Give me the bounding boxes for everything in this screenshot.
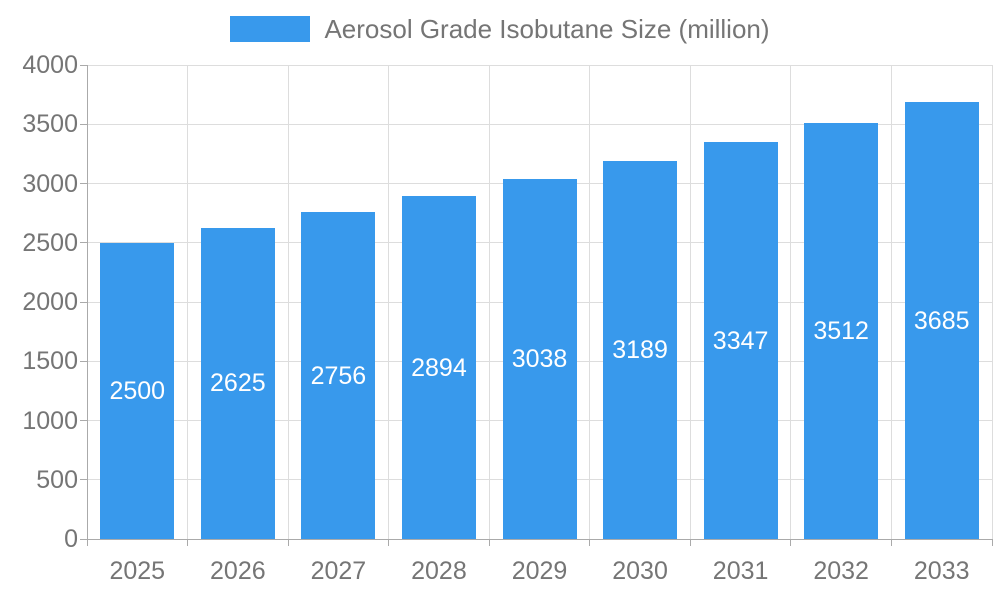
bar-2029[interactable] xyxy=(502,178,577,539)
y-axis-tick-label: 1500 xyxy=(22,347,78,376)
x-axis-label: 2026 xyxy=(210,557,266,585)
y-axis-tick-label: 0 xyxy=(64,525,78,553)
bar-2028[interactable] xyxy=(401,196,476,539)
gridline-vertical xyxy=(689,65,691,539)
x-axis-label: 2029 xyxy=(511,557,568,585)
bar-2030[interactable] xyxy=(603,161,678,539)
gridline-vertical xyxy=(488,65,490,539)
x-axis-label: 2031 xyxy=(712,557,769,585)
x-axis-label: 2025 xyxy=(109,557,166,585)
bar-value-label: 2756 xyxy=(310,361,367,390)
y-axis-tick-label: 1000 xyxy=(22,406,78,435)
bar-2027[interactable] xyxy=(301,212,376,539)
bar-2033[interactable] xyxy=(904,102,979,539)
x-axis-tick xyxy=(488,539,490,546)
x-axis-tick xyxy=(287,539,289,546)
bar-value-label: 3347 xyxy=(712,326,769,355)
x-axis-label: 2030 xyxy=(612,557,668,585)
y-axis-tick-label: 3500 xyxy=(22,110,78,139)
y-axis-tick xyxy=(80,420,87,421)
gridline-horizontal xyxy=(87,64,992,66)
y-axis-tick xyxy=(80,242,87,244)
x-axis-tick xyxy=(187,539,189,546)
x-axis-tick xyxy=(890,539,892,546)
gridline-horizontal xyxy=(87,123,992,125)
y-axis-tick xyxy=(80,183,87,184)
gridline-vertical xyxy=(589,65,591,539)
bar-value-label: 3512 xyxy=(813,316,869,345)
gridline-vertical xyxy=(890,65,892,539)
x-axis-label: 2028 xyxy=(411,557,467,585)
bar-2031[interactable] xyxy=(703,142,778,539)
x-axis-tick xyxy=(388,539,390,546)
bar-value-label: 3189 xyxy=(612,336,668,365)
bar-2032[interactable] xyxy=(804,122,879,539)
x-axis-tick xyxy=(589,539,591,546)
gridline-vertical xyxy=(790,65,792,539)
y-axis-tick-label: 2000 xyxy=(22,288,78,316)
x-axis-tick xyxy=(689,539,691,546)
y-axis-tick-label: 4000 xyxy=(22,51,78,79)
gridline-vertical xyxy=(187,65,189,539)
y-axis-tick xyxy=(80,479,87,481)
x-axis-label: 2032 xyxy=(813,557,869,585)
legend-swatch xyxy=(230,16,311,42)
gridline-vertical xyxy=(388,65,390,539)
bar-2025[interactable] xyxy=(100,242,175,539)
bar-value-label: 3038 xyxy=(511,344,568,373)
y-axis-tick xyxy=(80,64,87,66)
x-axis-label: 2033 xyxy=(913,557,970,585)
y-axis-tick-label: 2500 xyxy=(22,228,78,257)
x-axis-tick xyxy=(86,539,88,546)
bar-value-label: 2625 xyxy=(210,369,266,398)
legend-item[interactable]: Aerosol Grade Isobutane Size (million) xyxy=(0,12,1000,46)
gridline-vertical xyxy=(287,65,289,539)
x-axis-tick xyxy=(790,539,792,546)
gridline-vertical xyxy=(991,65,993,539)
gridline-vertical xyxy=(86,65,88,539)
y-axis-tick xyxy=(80,360,87,362)
x-axis-label: 2027 xyxy=(310,557,367,585)
y-axis-tick xyxy=(80,123,87,125)
y-axis-tick-label: 500 xyxy=(36,465,78,494)
y-axis-tick xyxy=(80,538,87,540)
y-axis-tick-label: 3000 xyxy=(22,169,78,198)
bar-2026[interactable] xyxy=(200,227,275,539)
x-axis-tick xyxy=(991,539,993,546)
bar-value-label: 2500 xyxy=(109,376,166,405)
y-axis-tick xyxy=(80,301,87,303)
bar-value-label: 3685 xyxy=(913,306,970,335)
gridline-horizontal xyxy=(87,538,992,540)
bar-value-label: 2894 xyxy=(411,353,467,382)
legend-label: Aerosol Grade Isobutane Size (million) xyxy=(324,13,770,44)
